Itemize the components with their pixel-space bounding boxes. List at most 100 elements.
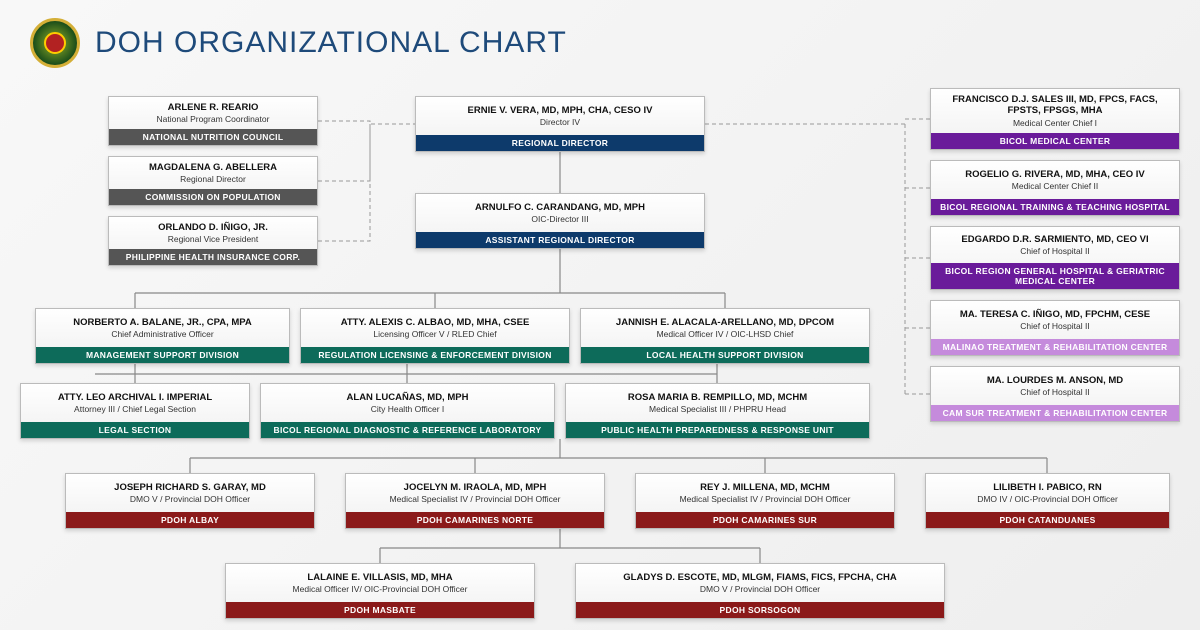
right_attached-node: FRANCISCO D.J. SALES III, MD, FPCS, FACS… <box>930 88 1180 150</box>
node-body: GLADYS D. ESCOTE, MD, MLGM, FIAMS, FICS,… <box>576 564 944 602</box>
top_chain-node: ERNIE V. VERA, MD, MPH, CHA, CESO IVDire… <box>415 96 705 152</box>
node-role: Chief of Hospital II <box>937 246 1173 256</box>
row_sections-node: ROSA MARIA B. REMPILLO, MD, MCHMMedical … <box>565 383 870 439</box>
row_divisions-node: ATTY. ALEXIS C. ALBAO, MD, MHA, CSEELice… <box>300 308 570 364</box>
node-band: LOCAL HEALTH SUPPORT DIVISION <box>581 347 869 363</box>
node-body: ROSA MARIA B. REMPILLO, MD, MCHMMedical … <box>566 384 869 422</box>
row_pdoh1-node: JOSEPH RICHARD S. GARAY, MDDMO V / Provi… <box>65 473 315 529</box>
right_attached-node: MA. TERESA C. IÑIGO, MD, FPCHM, CESEChie… <box>930 300 1180 356</box>
node-name: ATTY. ALEXIS C. ALBAO, MD, MHA, CSEE <box>307 317 563 328</box>
node-band: MALINAO TREATMENT & REHABILITATION CENTE… <box>931 339 1179 355</box>
node-role: DMO IV / OIC-Provincial DOH Officer <box>932 494 1163 504</box>
node-role: Medical Center Chief I <box>937 118 1173 128</box>
node-role: Chief Administrative Officer <box>42 329 283 339</box>
node-body: JANNISH E. ALACALA-ARELLANO, MD, DPCOMMe… <box>581 309 869 347</box>
node-role: Chief of Hospital II <box>937 387 1173 397</box>
node-name: ROGELIO G. RIVERA, MD, MHA, CEO IV <box>937 169 1173 180</box>
node-body: LILIBETH I. PABICO, RNDMO IV / OIC-Provi… <box>926 474 1169 512</box>
node-body: ARNULFO C. CARANDANG, MD, MPHOIC-Directo… <box>416 194 704 232</box>
node-body: REY J. MILLENA, MD, MCHMMedical Speciali… <box>636 474 894 512</box>
node-role: Medical Officer IV/ OIC-Provincial DOH O… <box>232 584 528 594</box>
node-band: BICOL REGIONAL TRAINING & TEACHING HOSPI… <box>931 199 1179 215</box>
node-body: ORLANDO D. IÑIGO, JR.Regional Vice Presi… <box>109 217 317 249</box>
node-body: FRANCISCO D.J. SALES III, MD, FPCS, FACS… <box>931 89 1179 133</box>
right_attached-node: EDGARDO D.R. SARMIENTO, MD, CEO VIChief … <box>930 226 1180 290</box>
node-band: COMMISSION ON POPULATION <box>109 189 317 205</box>
node-role: DMO V / Provincial DOH Officer <box>582 584 938 594</box>
node-name: LALAINE E. VILLASIS, MD, MHA <box>232 572 528 583</box>
node-band: PUBLIC HEALTH PREPAREDNESS & RESPONSE UN… <box>566 422 869 438</box>
node-body: LALAINE E. VILLASIS, MD, MHAMedical Offi… <box>226 564 534 602</box>
row_pdoh1-node: JOCELYN M. IRAOLA, MD, MPHMedical Specia… <box>345 473 605 529</box>
node-body: EDGARDO D.R. SARMIENTO, MD, CEO VIChief … <box>931 227 1179 263</box>
node-band: ASSISTANT REGIONAL DIRECTOR <box>416 232 704 248</box>
node-band: BICOL MEDICAL CENTER <box>931 133 1179 149</box>
page-title: DOH ORGANIZATIONAL CHART <box>95 26 567 60</box>
node-name: MA. TERESA C. IÑIGO, MD, FPCHM, CESE <box>937 309 1173 320</box>
node-role: Director IV <box>422 117 698 127</box>
row_pdoh1-node: REY J. MILLENA, MD, MCHMMedical Speciali… <box>635 473 895 529</box>
node-name: FRANCISCO D.J. SALES III, MD, FPCS, FACS… <box>937 94 1173 117</box>
node-body: MA. LOURDES M. ANSON, MDChief of Hospita… <box>931 367 1179 405</box>
node-band: PDOH CAMARINES SUR <box>636 512 894 528</box>
node-role: DMO V / Provincial DOH Officer <box>72 494 308 504</box>
node-body: ERNIE V. VERA, MD, MPH, CHA, CESO IVDire… <box>416 97 704 135</box>
node-name: MA. LOURDES M. ANSON, MD <box>937 375 1173 386</box>
node-role: Regional Director <box>115 174 311 184</box>
doh-logo-icon <box>30 18 80 68</box>
node-body: ARLENE R. REARIONational Program Coordin… <box>109 97 317 129</box>
top_chain-node: ARNULFO C. CARANDANG, MD, MPHOIC-Directo… <box>415 193 705 249</box>
node-body: MAGDALENA G. ABELLERARegional Director <box>109 157 317 189</box>
node-name: NORBERTO A. BALANE, JR., CPA, MPA <box>42 317 283 328</box>
node-name: ALAN LUCAÑAS, MD, MPH <box>267 392 548 403</box>
node-role: Licensing Officer V / RLED Chief <box>307 329 563 339</box>
node-name: ERNIE V. VERA, MD, MPH, CHA, CESO IV <box>422 105 698 116</box>
node-body: NORBERTO A. BALANE, JR., CPA, MPAChief A… <box>36 309 289 347</box>
node-band: BICOL REGIONAL DIAGNOSTIC & REFERENCE LA… <box>261 422 554 438</box>
node-body: ATTY. ALEXIS C. ALBAO, MD, MHA, CSEELice… <box>301 309 569 347</box>
node-role: City Health Officer I <box>267 404 548 414</box>
node-name: JANNISH E. ALACALA-ARELLANO, MD, DPCOM <box>587 317 863 328</box>
row_divisions-node: JANNISH E. ALACALA-ARELLANO, MD, DPCOMMe… <box>580 308 870 364</box>
node-band: BICOL REGION GENERAL HOSPITAL & GERIATRI… <box>931 263 1179 289</box>
node-role: Medical Specialist III / PHPRU Head <box>572 404 863 414</box>
node-body: JOCELYN M. IRAOLA, MD, MPHMedical Specia… <box>346 474 604 512</box>
node-name: JOSEPH RICHARD S. GARAY, MD <box>72 482 308 493</box>
node-body: ALAN LUCAÑAS, MD, MPHCity Health Officer… <box>261 384 554 422</box>
node-band: MANAGEMENT SUPPORT DIVISION <box>36 347 289 363</box>
node-band: NATIONAL NUTRITION COUNCIL <box>109 129 317 145</box>
node-name: REY J. MILLENA, MD, MCHM <box>642 482 888 493</box>
node-band: PHILIPPINE HEALTH INSURANCE CORP. <box>109 249 317 265</box>
right_attached-node: MA. LOURDES M. ANSON, MDChief of Hospita… <box>930 366 1180 422</box>
right_attached-node: ROGELIO G. RIVERA, MD, MHA, CEO IVMedica… <box>930 160 1180 216</box>
node-name: ORLANDO D. IÑIGO, JR. <box>115 222 311 233</box>
row_pdoh2-node: GLADYS D. ESCOTE, MD, MLGM, FIAMS, FICS,… <box>575 563 945 619</box>
node-band: PDOH CAMARINES NORTE <box>346 512 604 528</box>
node-role: Chief of Hospital II <box>937 321 1173 331</box>
row_divisions-node: NORBERTO A. BALANE, JR., CPA, MPAChief A… <box>35 308 290 364</box>
left_attached-node: MAGDALENA G. ABELLERARegional DirectorCO… <box>108 156 318 206</box>
row_pdoh2-node: LALAINE E. VILLASIS, MD, MHAMedical Offi… <box>225 563 535 619</box>
node-name: LILIBETH I. PABICO, RN <box>932 482 1163 493</box>
node-role: Regional Vice President <box>115 234 311 244</box>
node-name: MAGDALENA G. ABELLERA <box>115 162 311 173</box>
left_attached-node: ORLANDO D. IÑIGO, JR.Regional Vice Presi… <box>108 216 318 266</box>
left_attached-node: ARLENE R. REARIONational Program Coordin… <box>108 96 318 146</box>
node-name: JOCELYN M. IRAOLA, MD, MPH <box>352 482 598 493</box>
node-band: PDOH ALBAY <box>66 512 314 528</box>
node-name: ARLENE R. REARIO <box>115 102 311 113</box>
node-name: ATTY. LEO ARCHIVAL I. IMPERIAL <box>27 392 243 403</box>
row_pdoh1-node: LILIBETH I. PABICO, RNDMO IV / OIC-Provi… <box>925 473 1170 529</box>
page-header: DOH ORGANIZATIONAL CHART <box>0 0 1200 78</box>
node-band: PDOH SORSOGON <box>576 602 944 618</box>
node-name: ROSA MARIA B. REMPILLO, MD, MCHM <box>572 392 863 403</box>
node-body: JOSEPH RICHARD S. GARAY, MDDMO V / Provi… <box>66 474 314 512</box>
node-body: MA. TERESA C. IÑIGO, MD, FPCHM, CESEChie… <box>931 301 1179 339</box>
row_sections-node: ATTY. LEO ARCHIVAL I. IMPERIALAttorney I… <box>20 383 250 439</box>
node-band: REGIONAL DIRECTOR <box>416 135 704 151</box>
node-band: PDOH CATANDUANES <box>926 512 1169 528</box>
node-role: OIC-Director III <box>422 214 698 224</box>
node-name: ARNULFO C. CARANDANG, MD, MPH <box>422 202 698 213</box>
node-band: LEGAL SECTION <box>21 422 249 438</box>
node-role: Attorney III / Chief Legal Section <box>27 404 243 414</box>
